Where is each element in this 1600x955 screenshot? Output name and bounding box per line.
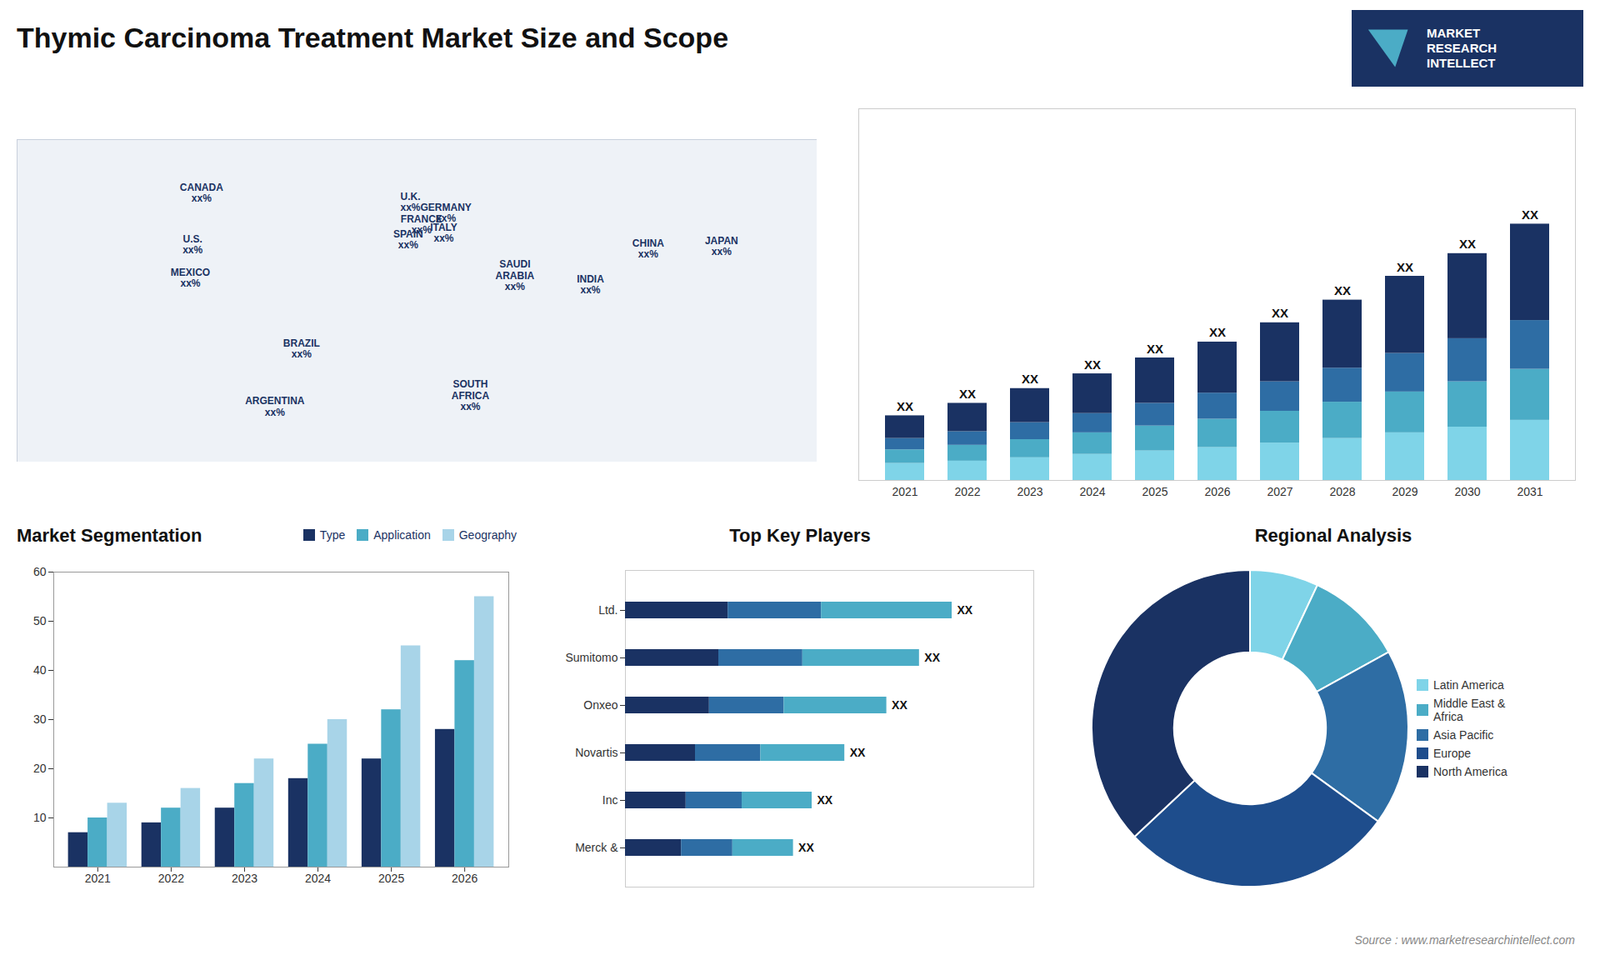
svg-text:XX: XX xyxy=(1459,236,1476,251)
svg-text:50: 50 xyxy=(33,614,47,628)
svg-text:2029: 2029 xyxy=(1391,485,1418,499)
svg-text:U.S.xx%: U.S.xx% xyxy=(182,232,203,255)
svg-text:2023: 2023 xyxy=(231,871,258,885)
svg-text:2026: 2026 xyxy=(1204,485,1230,499)
svg-text:2022: 2022 xyxy=(158,871,185,885)
svg-text:2027: 2027 xyxy=(1266,485,1293,499)
svg-text:20: 20 xyxy=(33,761,47,775)
svg-text:SAUDIARABIAxx%: SAUDIARABIAxx% xyxy=(495,258,535,292)
svg-text:MEXICOxx%: MEXICOxx% xyxy=(170,265,210,289)
svg-text:2028: 2028 xyxy=(1329,485,1355,499)
svg-text:XX: XX xyxy=(850,745,866,760)
svg-text:XX: XX xyxy=(798,840,815,855)
svg-text:SPAINxx%: SPAINxx% xyxy=(393,228,424,251)
svg-text:XX: XX xyxy=(924,650,940,665)
svg-text:BRAZILxx%: BRAZILxx% xyxy=(283,337,320,360)
svg-text:60: 60 xyxy=(33,565,47,579)
svg-text:2026: 2026 xyxy=(451,871,478,885)
svg-text:INDIAxx%: INDIAxx% xyxy=(576,272,605,295)
svg-text:2022: 2022 xyxy=(954,485,980,499)
svg-text:XX: XX xyxy=(1271,305,1289,320)
svg-text:10: 10 xyxy=(33,810,47,825)
svg-text:2024: 2024 xyxy=(305,871,331,885)
svg-text:ARGENTINAxx%: ARGENTINAxx% xyxy=(245,395,305,418)
svg-text:XX: XX xyxy=(1334,283,1351,298)
svg-text:Onxeo: Onxeo xyxy=(583,698,618,712)
svg-text:XX: XX xyxy=(817,793,834,807)
svg-text:2025: 2025 xyxy=(378,871,405,885)
svg-text:XX: XX xyxy=(1521,207,1539,222)
svg-text:XX: XX xyxy=(1146,341,1164,356)
svg-text:XX: XX xyxy=(1396,260,1414,275)
svg-text:XX: XX xyxy=(1084,357,1101,372)
svg-text:2025: 2025 xyxy=(1141,485,1168,499)
svg-text:XX: XX xyxy=(959,386,976,401)
svg-text:XX: XX xyxy=(896,399,914,414)
svg-text:40: 40 xyxy=(33,663,47,677)
svg-text:2031: 2031 xyxy=(1516,485,1543,499)
svg-text:U.K.xx%: U.K.xx% xyxy=(400,190,420,213)
svg-text:2024: 2024 xyxy=(1079,485,1105,499)
svg-text:XX: XX xyxy=(891,698,908,712)
svg-text:CANADAxx%: CANADAxx% xyxy=(180,181,224,205)
svg-text:Inc: Inc xyxy=(602,793,619,807)
svg-text:Ltd.: Ltd. xyxy=(598,603,618,617)
svg-text:SOUTHAFRICAxx%: SOUTHAFRICAxx% xyxy=(451,378,490,412)
svg-text:ITALYxx%: ITALYxx% xyxy=(430,221,458,245)
svg-text:2030: 2030 xyxy=(1454,485,1480,499)
svg-text:JAPANxx%: JAPANxx% xyxy=(705,235,739,258)
svg-text:30: 30 xyxy=(33,712,47,726)
svg-text:Merck &: Merck & xyxy=(575,840,619,855)
svg-text:CHINAxx%: CHINAxx% xyxy=(632,236,665,260)
svg-text:Sumitomo: Sumitomo xyxy=(565,650,618,665)
svg-text:XX: XX xyxy=(1209,325,1226,340)
svg-text:Novartis: Novartis xyxy=(575,745,618,760)
svg-text:XX: XX xyxy=(957,603,974,617)
svg-text:2021: 2021 xyxy=(85,871,111,885)
svg-text:2023: 2023 xyxy=(1016,485,1043,499)
svg-text:2021: 2021 xyxy=(891,485,918,499)
svg-text:XX: XX xyxy=(1021,371,1039,386)
